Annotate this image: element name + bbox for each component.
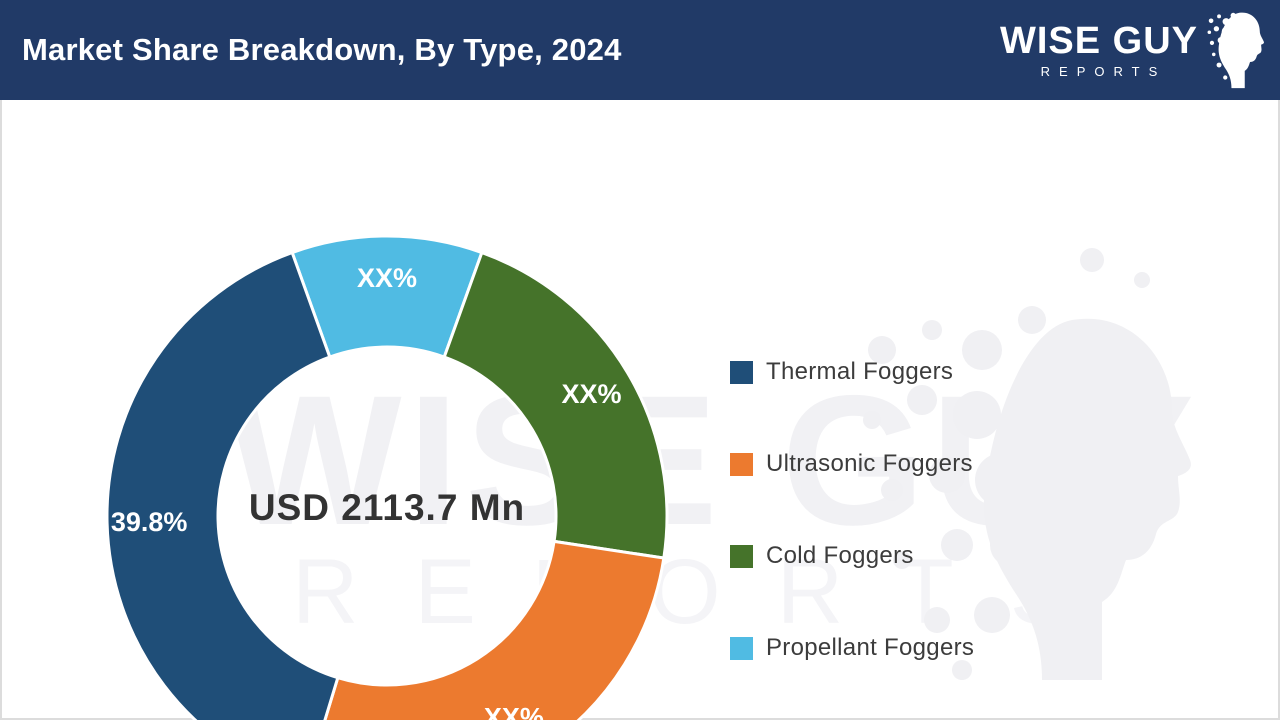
- legend-item-cold-foggers: Cold Foggers: [730, 542, 974, 570]
- brand-logo: WISE GUY REPORTS: [1000, 8, 1280, 92]
- legend-item-ultrasonic-foggers: Ultrasonic Foggers: [730, 450, 974, 478]
- watermark-face-dots: [863, 248, 1191, 680]
- logo-face-icon: [1207, 12, 1264, 89]
- donut-chart: XX% XX% XX% 39.8%: [105, 234, 669, 720]
- legend-swatch-ultrasonic: [730, 452, 753, 476]
- legend-swatch-thermal: [730, 360, 753, 384]
- legend: Thermal Foggers Ultrasonic Foggers Cold …: [730, 358, 974, 662]
- legend-label: Ultrasonic Foggers: [766, 450, 973, 477]
- logo-tagline-text: REPORTS: [1040, 63, 1167, 79]
- donut-segment-ultrasonic-foggers: [323, 539, 666, 720]
- legend-label: Cold Foggers: [766, 542, 914, 569]
- donut-segment-thermal-foggers: [105, 250, 340, 720]
- header-bar: Market Share Breakdown, By Type, 2024 WI…: [0, 0, 1280, 100]
- legend-swatch-propellant: [730, 636, 753, 660]
- donut-segment-cold-foggers: [442, 250, 669, 560]
- segment-label-cold-foggers: XX%: [561, 379, 621, 409]
- chart-center-value: USD 2113.7 Mn: [248, 487, 526, 528]
- segment-label-propellant-foggers: XX%: [357, 263, 417, 293]
- chart-area: WISE GUY REPORTS XX% XX% XX% 39.8% USD 2113…: [0, 100, 1280, 720]
- segment-label-ultrasonic-foggers: XX%: [484, 702, 544, 720]
- legend-swatch-cold: [730, 544, 753, 568]
- legend-item-thermal-foggers: Thermal Foggers: [730, 358, 974, 386]
- legend-item-propellant-foggers: Propellant Foggers: [730, 634, 974, 662]
- legend-label: Propellant Foggers: [766, 634, 975, 661]
- logo-text: WISE GUY REPORTS: [1000, 22, 1198, 79]
- logo-brand-text: WISE GUY: [999, 19, 1198, 62]
- legend-label: Thermal Foggers: [766, 358, 954, 385]
- page-title: Market Share Breakdown, By Type, 2024: [22, 32, 622, 67]
- segment-label-thermal-foggers: 39.8%: [111, 507, 188, 537]
